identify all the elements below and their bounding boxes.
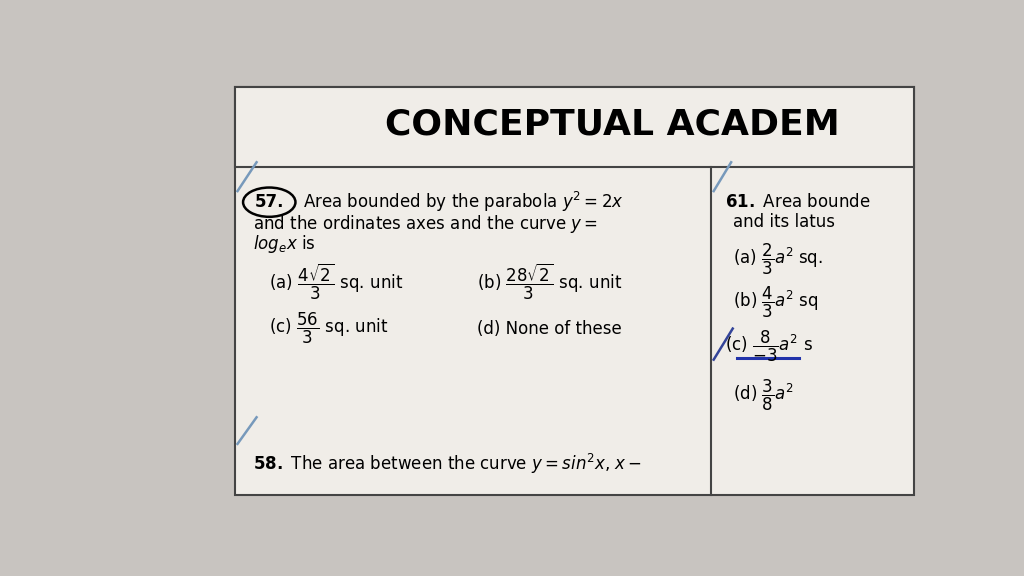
FancyBboxPatch shape — [236, 87, 913, 495]
Text: (a) $\dfrac{4\sqrt{2}}{3}$ sq. unit: (a) $\dfrac{4\sqrt{2}}{3}$ sq. unit — [269, 262, 403, 302]
Text: (d) None of these: (d) None of these — [477, 320, 622, 338]
Text: and the ordinates axes and the curve $y =$: and the ordinates axes and the curve $y … — [253, 213, 598, 236]
Text: 57.: 57. — [255, 193, 284, 211]
Text: $\mathbf{61.}$ Area bounde: $\mathbf{61.}$ Area bounde — [725, 193, 870, 211]
Text: and its latus: and its latus — [733, 213, 835, 231]
FancyBboxPatch shape — [236, 87, 913, 166]
Text: (b) $\dfrac{4}{3}a^2$ sq: (b) $\dfrac{4}{3}a^2$ sq — [733, 285, 818, 320]
Text: $\mathit{log_e x}$ is: $\mathit{log_e x}$ is — [253, 233, 316, 255]
Text: (d) $\dfrac{3}{8}a^2$: (d) $\dfrac{3}{8}a^2$ — [733, 377, 794, 413]
Text: (c) $\dfrac{56}{3}$ sq. unit: (c) $\dfrac{56}{3}$ sq. unit — [269, 311, 389, 346]
Text: Area bounded by the parabola $y^2 = 2x$: Area bounded by the parabola $y^2 = 2x$ — [303, 190, 624, 214]
Text: CONCEPTUAL ACADEM: CONCEPTUAL ACADEM — [385, 108, 840, 142]
Text: (c) $\dfrac{8}{-3}a^2$ s: (c) $\dfrac{8}{-3}a^2$ s — [725, 329, 813, 364]
Text: (b) $\dfrac{28\sqrt{2}}{3}$ sq. unit: (b) $\dfrac{28\sqrt{2}}{3}$ sq. unit — [477, 262, 623, 302]
Text: $\mathbf{58.}$ The area between the curve $y = sin^2x$, $x -$: $\mathbf{58.}$ The area between the curv… — [253, 452, 642, 476]
Text: (a) $\dfrac{2}{3}a^2$ sq.: (a) $\dfrac{2}{3}a^2$ sq. — [733, 242, 822, 278]
